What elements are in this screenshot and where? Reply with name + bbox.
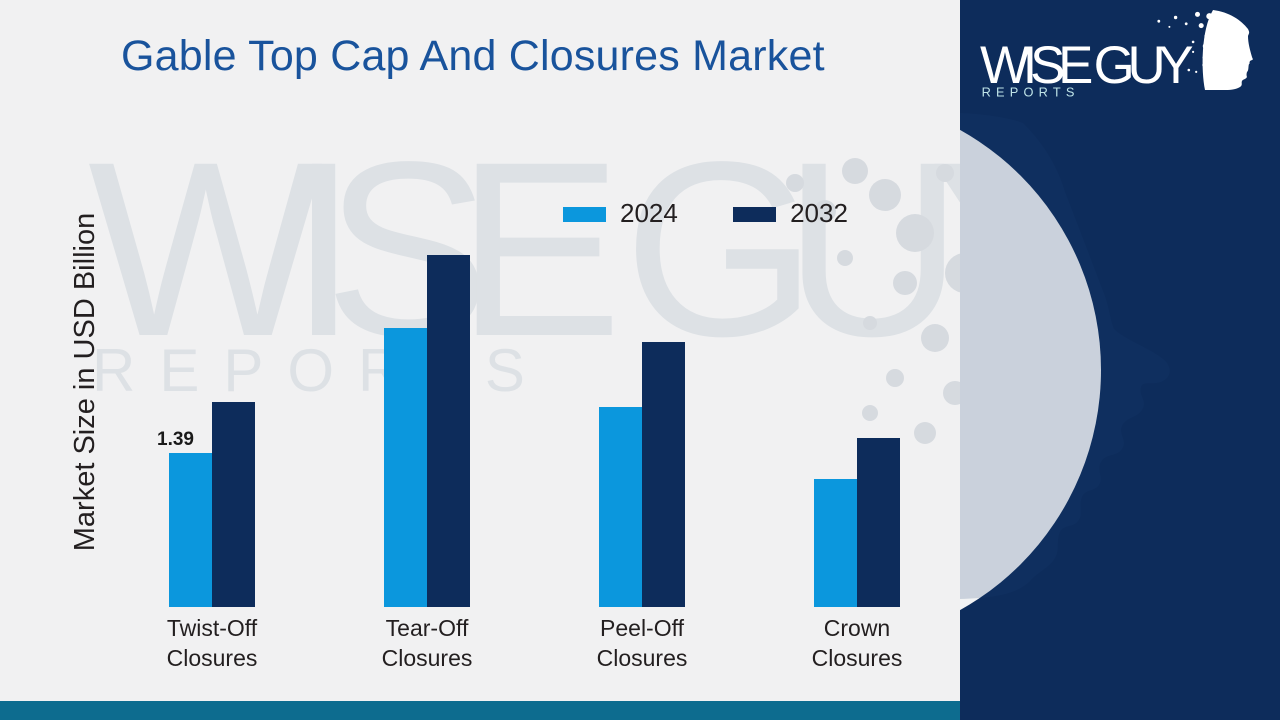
svg-text:REPORTS: REPORTS xyxy=(92,337,549,404)
svg-text:REPORTS: REPORTS xyxy=(982,84,1080,99)
